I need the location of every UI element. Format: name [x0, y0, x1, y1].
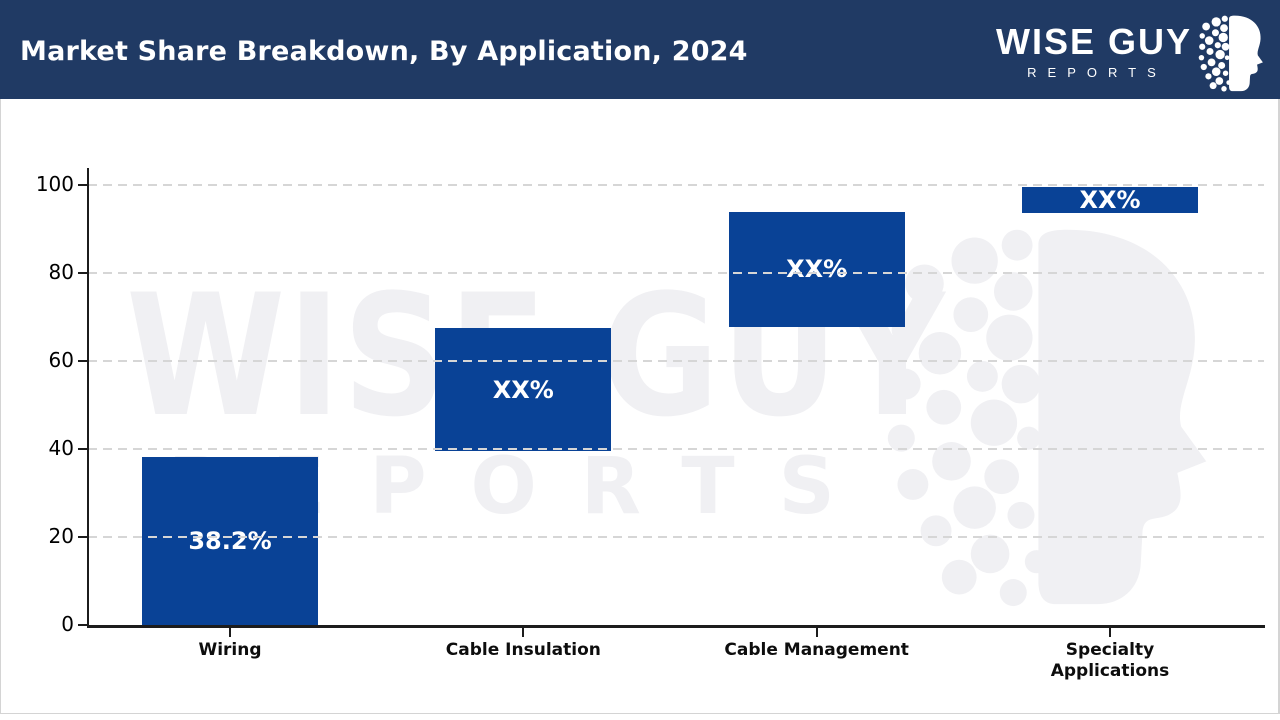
brand-name: WISE GUY	[995, 21, 1192, 62]
bar-value-label: XX%	[1079, 186, 1141, 215]
x-axis-line	[87, 625, 1265, 628]
gridline-80	[88, 272, 1264, 274]
x-tick-3	[1108, 628, 1111, 637]
bar-value-label: 38.2%	[188, 526, 272, 555]
card-border-right	[1278, 99, 1280, 714]
x-category-label: Cable Insulation	[445, 640, 601, 660]
y-tick-80	[78, 272, 87, 274]
gridline-40	[88, 448, 1264, 450]
y-axis-line	[87, 168, 89, 628]
bar-value-label: XX%	[786, 255, 848, 284]
bar-cable-management: XX%	[728, 212, 905, 327]
card-border-bottom	[0, 713, 1280, 714]
gridline-60	[88, 360, 1264, 362]
brand-logo: WISE GUY REPORTS	[996, 7, 1266, 95]
gridline-20	[88, 536, 1264, 538]
y-tick-60	[78, 360, 87, 362]
y-tick-100	[78, 184, 87, 186]
header-bar: Market Share Breakdown, By Application, …	[0, 0, 1280, 99]
x-category-label: Wiring	[198, 640, 262, 660]
x-category-label: Cable Management	[724, 640, 909, 660]
watermark-face-icon	[862, 222, 1234, 608]
brand-logo-text: WISE GUY REPORTS	[996, 21, 1192, 80]
x-tick-1	[522, 628, 525, 637]
y-tick-40	[78, 448, 87, 450]
brand-subname: REPORTS	[1027, 65, 1167, 80]
bar-wiring: 38.2%	[142, 456, 318, 625]
x-tick-0	[229, 628, 231, 637]
x-tick-2	[815, 628, 818, 637]
y-tick-20	[78, 536, 87, 538]
bar-value-label: XX%	[492, 375, 554, 404]
brand-face-icon	[1196, 11, 1266, 95]
y-tick-label-0: 0	[61, 612, 74, 636]
bar-cable-insulation: XX%	[435, 328, 612, 452]
y-tick-label-100: 100	[35, 172, 74, 196]
bar-specialty-applications: XX%	[1021, 186, 1198, 215]
x-category-label: Specialty Applications	[1050, 640, 1170, 682]
y-tick-label-20: 20	[48, 524, 74, 548]
y-tick-label-40: 40	[48, 436, 74, 460]
y-tick-0	[78, 624, 87, 626]
card-border-left	[0, 99, 1, 714]
y-tick-label-60: 60	[48, 348, 74, 372]
page-title: Market Share Breakdown, By Application, …	[20, 36, 748, 67]
gridline-100	[88, 184, 1264, 186]
y-tick-label-80: 80	[48, 260, 74, 284]
